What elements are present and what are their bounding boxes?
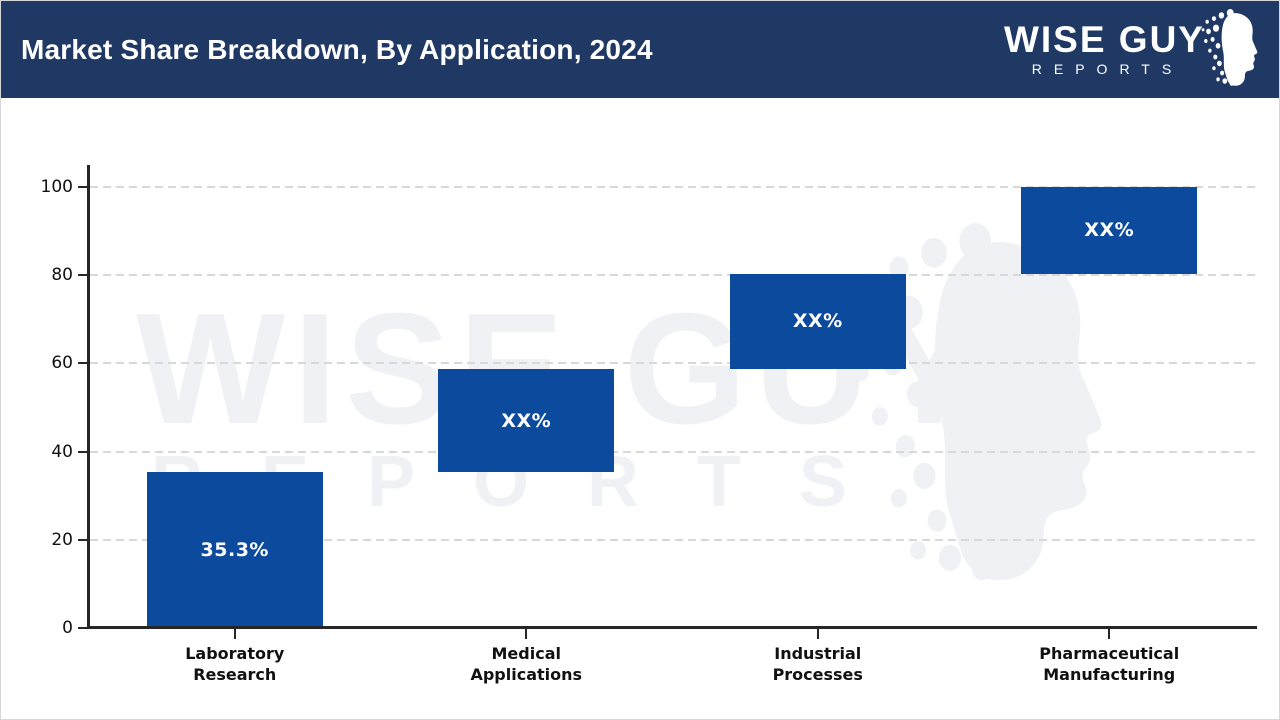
gridline-y-20 (90, 538, 1256, 541)
bar-pharmaceutical-manufacturing: XX% (1021, 187, 1198, 274)
y-tick-20 (78, 538, 88, 541)
bar-industrial-processes: XX% (729, 273, 906, 369)
y-axis-spine (87, 165, 90, 628)
x-tick-label-line: Applications (470, 665, 583, 684)
logo-wordmark: WISE GUY (1003, 19, 1205, 60)
gridline-y-80 (90, 274, 1256, 277)
x-tick-label-line: Medical (491, 644, 561, 663)
y-tick-label-40: 40 (51, 441, 73, 462)
y-tick-label-100: 100 (40, 177, 73, 197)
y-tick-80 (78, 274, 88, 277)
bar-laboratory-research: 35.3% (146, 472, 323, 628)
x-tick-label-line: Processes (772, 665, 863, 684)
page-title: Market Share Breakdown, By Application, … (21, 33, 653, 65)
y-tick-60 (78, 362, 88, 365)
x-tick-industrial-processes (816, 629, 819, 639)
x-tick-medical-applications (525, 629, 528, 639)
x-tick-pharmaceutical-manufacturing (1108, 629, 1111, 639)
bar-value-label-industrial-processes: XX% (792, 310, 843, 333)
x-tick-label-line: Laboratory (185, 644, 285, 663)
gridline-y-60 (90, 362, 1256, 365)
y-tick-label-0: 0 (62, 618, 73, 638)
gridline-y-40 (90, 450, 1256, 453)
bar-value-label-laboratory-research: 35.3% (200, 539, 269, 562)
logo-text: WISE GUY REPORTS (1004, 20, 1205, 78)
x-tick-label-medical-applications: Medical Applications (406, 643, 646, 685)
x-tick-laboratory-research (233, 629, 236, 639)
bar-medical-applications: XX% (438, 368, 615, 473)
x-tick-label-line: Industrial (774, 644, 862, 663)
y-tick-100 (78, 186, 88, 188)
x-tick-label-pharmaceutical-manufacturing: Pharmaceutical Manufacturing (989, 643, 1229, 685)
logo-face-icon (1201, 9, 1258, 86)
chart-plot-area: 0 20 40 60 80 100 35.3% Laboratory Research XX% Me… (1, 98, 1279, 719)
x-axis-spine (87, 626, 1257, 629)
header-bar: Market Share Breakdown, By Application, … (1, 1, 1279, 98)
gridline-y-100 (90, 186, 1256, 188)
x-tick-label-line: Research (193, 665, 277, 684)
y-tick-40 (78, 450, 88, 453)
bar-value-label-pharmaceutical-manufacturing: XX% (1084, 219, 1135, 242)
x-tick-label-industrial-processes: Industrial Processes (698, 643, 938, 685)
y-tick-0 (78, 627, 88, 629)
wise-guy-reports-logo: WISE GUY REPORTS (1004, 9, 1267, 89)
x-tick-label-laboratory-research: Laboratory Research (115, 643, 355, 685)
y-tick-label-80: 80 (51, 265, 73, 286)
bar-value-label-medical-applications: XX% (501, 409, 552, 432)
y-tick-label-20: 20 (51, 529, 73, 550)
logo-subtitle: REPORTS (1031, 61, 1184, 77)
y-tick-label-60: 60 (51, 353, 73, 374)
x-tick-label-line: Manufacturing (1043, 665, 1176, 684)
x-tick-label-line: Pharmaceutical (1039, 644, 1180, 663)
